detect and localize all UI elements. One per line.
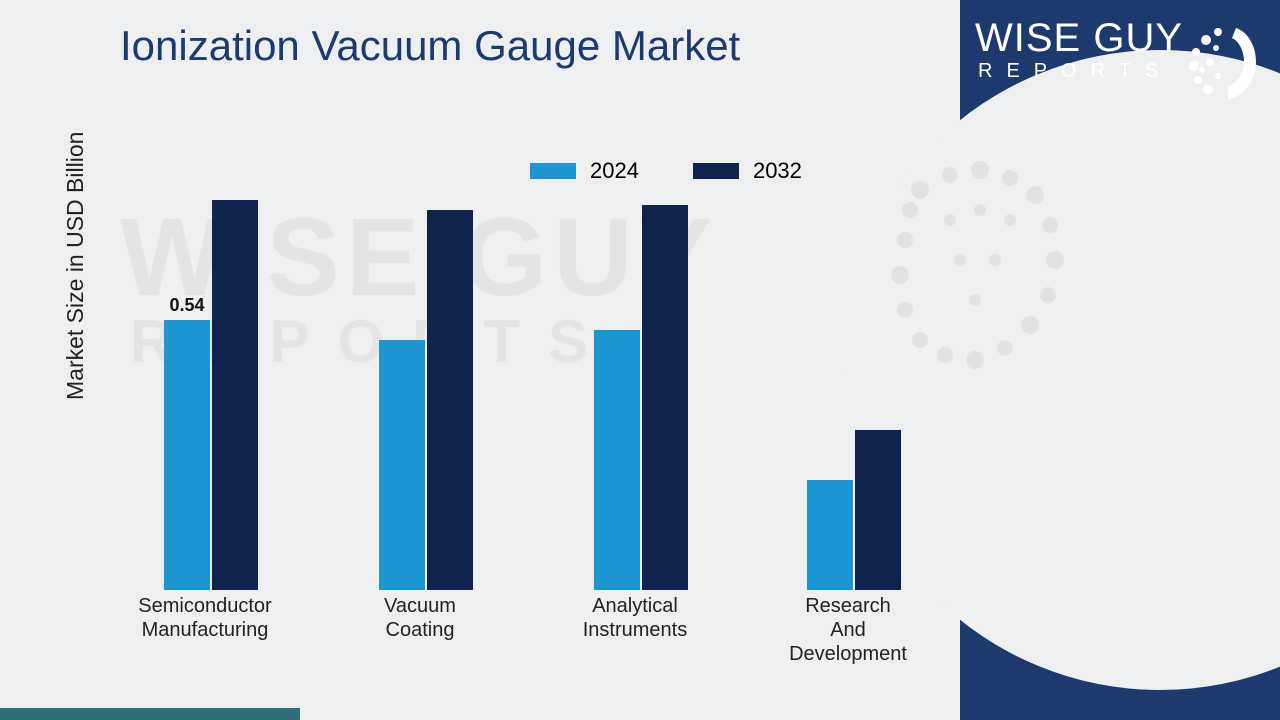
legend-item-2032: 2032 [693, 158, 802, 184]
y-axis-label: Market Size in USD Billion [62, 132, 89, 400]
x-axis-label: VacuumCoating [320, 594, 520, 642]
logo-word-wise: WISE [975, 16, 1081, 60]
bar-2024 [594, 330, 640, 590]
legend-label-2032: 2032 [753, 158, 802, 184]
bar-2032 [212, 200, 258, 590]
legend: 2024 2032 [530, 158, 802, 184]
legend-item-2024: 2024 [530, 158, 639, 184]
chart-title: Ionization Vacuum Gauge Market [120, 22, 740, 70]
bottom-accent-strip [0, 708, 300, 720]
bar-2024 [807, 480, 853, 590]
x-axis-label: SemiconductorManufacturing [105, 594, 305, 642]
logo-head-icon [1188, 22, 1260, 104]
legend-swatch-2032 [693, 163, 739, 179]
bar-2032 [427, 210, 473, 590]
stage: WISE GUY REPORTS WISE GUY REPORTS Ioniza… [0, 0, 1280, 720]
legend-label-2024: 2024 [590, 158, 639, 184]
legend-swatch-2024 [530, 163, 576, 179]
bar-2032 [855, 430, 901, 590]
chart-plot-area: 0.54 [90, 190, 940, 590]
x-axis-label: ResearchAndDevelopment [748, 594, 948, 666]
brand-logo: WISE GUY REPORTS [975, 18, 1260, 83]
bar-value-label: 0.54 [164, 295, 210, 320]
bar-2024: 0.54 [164, 320, 210, 590]
x-axis-label: AnalyticalInstruments [535, 594, 735, 642]
logo-word-guy: GUY [1093, 16, 1183, 60]
bar-2032 [642, 205, 688, 590]
bar-2024 [379, 340, 425, 590]
